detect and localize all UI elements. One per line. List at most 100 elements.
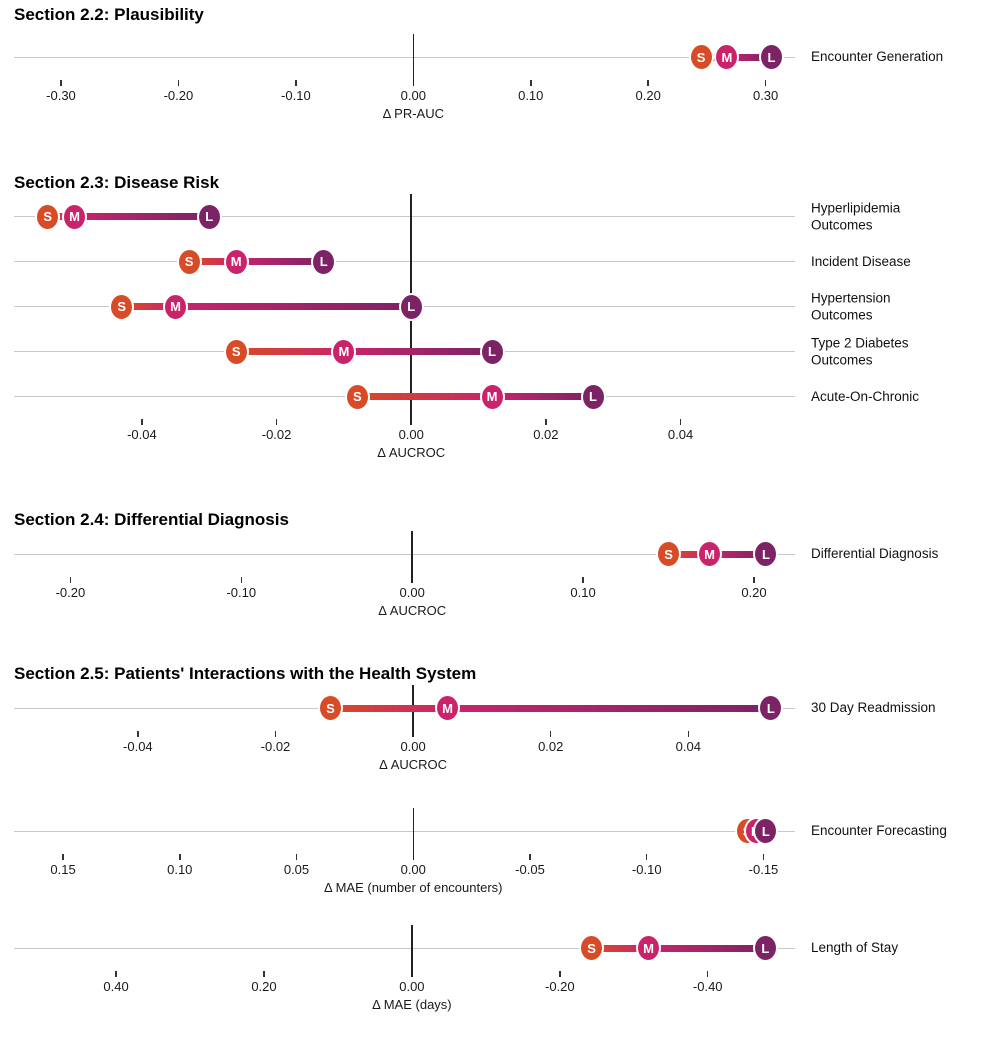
- marker-l: L: [311, 247, 337, 276]
- marker-m: M: [223, 247, 249, 276]
- marker-l: L: [580, 382, 606, 411]
- tick-mark: [645, 854, 648, 860]
- row-line: [14, 261, 795, 262]
- tick-label: 0.00: [398, 427, 424, 442]
- marker-letter: L: [766, 700, 775, 716]
- tick-label: 0.20: [741, 585, 767, 600]
- marker-letter: L: [767, 49, 776, 65]
- row-label: Hyperlipidemia Outcomes: [811, 199, 901, 233]
- marker-s: S: [656, 540, 682, 568]
- tick-label: -0.02: [261, 427, 292, 442]
- axis-row: Δ PR-AUC: [0, 106, 997, 124]
- tick-labels: -0.04 -0.02 0.00 0.02 0.04: [0, 739, 997, 755]
- marker-letter: S: [231, 344, 241, 359]
- tick-label: 0.00: [400, 739, 426, 754]
- zero-line: [411, 925, 413, 977]
- rows-area: S M L Length of Stay: [0, 925, 997, 971]
- marker-m: M: [435, 694, 460, 722]
- row-line: [14, 216, 795, 217]
- tick-strip: [0, 419, 997, 425]
- marker-letter: S: [326, 700, 335, 716]
- tick-mark: [137, 731, 139, 737]
- marker-s: S: [579, 934, 605, 962]
- tick-label: -0.10: [281, 88, 311, 103]
- marker-letter: M: [442, 700, 453, 716]
- marker-letter: S: [587, 940, 596, 956]
- axis-row: Δ AUCROC: [0, 603, 997, 621]
- size-trend-connector: [47, 213, 210, 220]
- tick-mark: [141, 419, 143, 425]
- tick-label: -0.02: [260, 739, 291, 754]
- tick-label: 0.10: [570, 585, 596, 600]
- marker-letter: L: [761, 546, 770, 562]
- marker-s: S: [109, 292, 135, 321]
- row-line: [14, 830, 795, 832]
- axis-row: Δ AUCROC: [0, 445, 997, 463]
- tick-mark: [263, 971, 265, 977]
- tick-label: 0.20: [251, 979, 277, 994]
- tick-mark: [240, 577, 243, 583]
- tick-label: 0.00: [399, 979, 425, 994]
- row-line: [14, 947, 795, 949]
- size-trend-connector: [189, 258, 324, 265]
- tick-labels: -0.20 -0.10 0.00 0.10 0.20: [0, 585, 997, 601]
- row-label: Encounter Forecasting: [811, 823, 947, 839]
- tick-labels: 0.15 0.10 0.05 0.00 -0.05 -0.10 -0.15: [0, 862, 997, 878]
- plot-area: S M L Differential Diagnosis: [0, 531, 997, 583]
- marker-s: S: [688, 43, 714, 71]
- size-trend-connector: [591, 944, 766, 952]
- tick-label: -0.40: [692, 979, 723, 994]
- tick-label: -0.10: [226, 585, 257, 600]
- marker-letter: S: [117, 299, 127, 314]
- tick-label: -0.04: [127, 427, 157, 442]
- tick-mark: [295, 80, 297, 86]
- marker-s: S: [318, 694, 344, 722]
- section-2-4-differential-diagnosis: Section 2.4: Differential Diagnosis S M L Di…: [0, 509, 997, 621]
- tick-label: -0.04: [123, 739, 153, 754]
- marker-letter: S: [696, 49, 706, 65]
- row-label: Type 2 Diabetes Outcomes: [811, 334, 909, 368]
- x-axis-label: Δ AUCROC: [379, 757, 448, 772]
- plot-area: S M L Hyperlipidemia Outcomes S M L Incident Di…: [0, 194, 997, 425]
- axis-row: Δ MAE (days): [0, 997, 997, 1015]
- tick-label: 0.05: [283, 862, 310, 877]
- marker-letter: M: [230, 254, 242, 269]
- tick-strip: [0, 854, 997, 860]
- plot-area: S M L Encounter Generation: [0, 34, 997, 86]
- tick-labels: -0.30 -0.20 -0.10 0.00 0.10 0.20 0.30: [0, 88, 997, 104]
- tick-label: 0.00: [399, 585, 425, 600]
- marker-l: L: [759, 43, 784, 71]
- marker-m: M: [636, 934, 662, 962]
- tick-mark: [115, 971, 117, 977]
- size-trend-connector: [121, 303, 412, 310]
- marker-l: L: [753, 817, 779, 845]
- tick-mark: [60, 80, 62, 86]
- tick-label: -0.10: [631, 862, 662, 877]
- size-trend-connector: [236, 348, 493, 355]
- tick-mark: [559, 971, 561, 977]
- tick-mark: [62, 854, 64, 860]
- zero-line: [412, 808, 414, 860]
- tick-label: 0.10: [518, 88, 544, 103]
- marker-m: M: [163, 292, 189, 321]
- tick-strip: [0, 971, 997, 977]
- tick-label: 0.10: [167, 862, 193, 877]
- zero-line: [412, 34, 415, 86]
- marker-letter: M: [170, 299, 181, 314]
- marker-s: S: [176, 247, 202, 276]
- rows-area: S M L 30 Day Readmission: [0, 685, 997, 731]
- marker-l: L: [196, 202, 222, 231]
- marker-m: M: [62, 202, 88, 231]
- tick-label: -0.20: [163, 88, 194, 103]
- marker-letter: S: [664, 546, 673, 562]
- section-title: Section 2.5: Patients' Interactions with…: [14, 664, 477, 683]
- marker-m: M: [714, 43, 740, 71]
- tick-label: 0.00: [400, 88, 426, 103]
- axis-row: Δ MAE (number of encounters): [0, 880, 997, 898]
- marker-letter: M: [338, 344, 350, 359]
- tick-label: 0.04: [675, 739, 701, 754]
- row-label: Acute-On-Chronic: [811, 388, 920, 404]
- tick-mark: [274, 731, 277, 737]
- x-axis-label: Δ AUCROC: [378, 603, 447, 618]
